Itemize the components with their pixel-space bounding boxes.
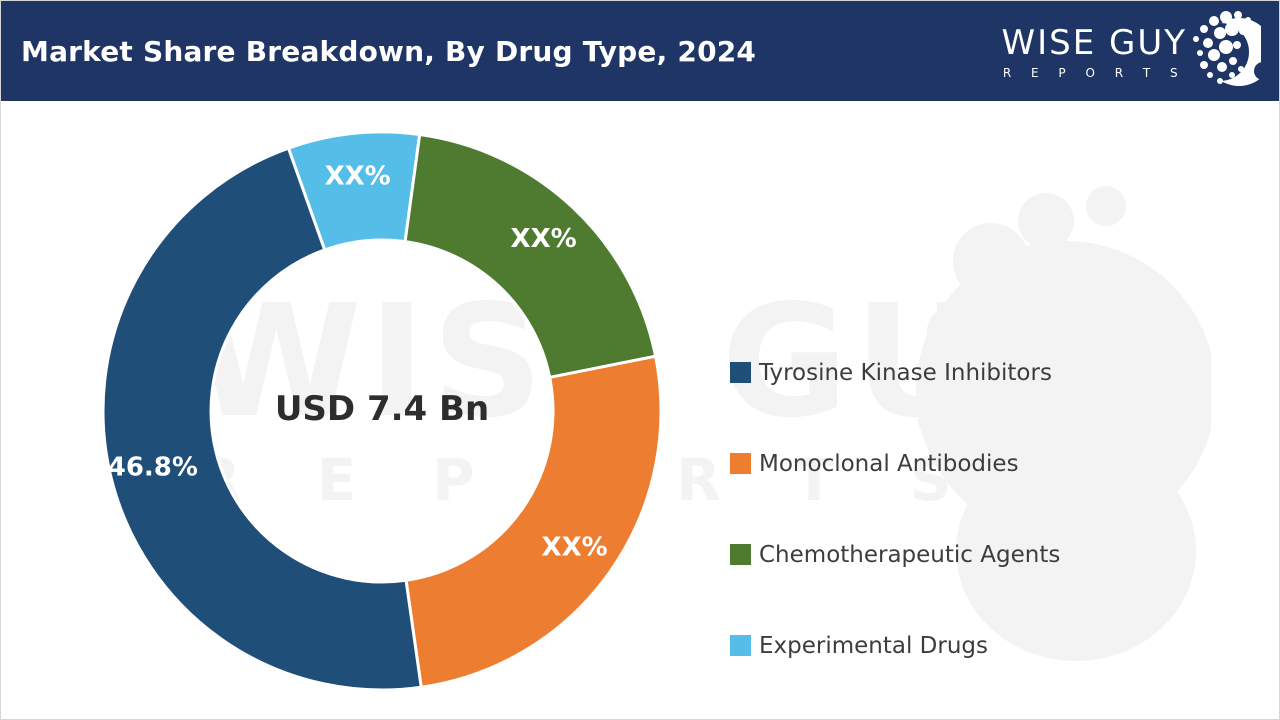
slice-tyrosine-kinase-inhibitors xyxy=(101,146,423,692)
slice-label-monoclonal-antibodies: XX% xyxy=(542,532,608,562)
watermark-face xyxy=(916,186,1211,661)
page-title: Market Share Breakdown, By Drug Type, 20… xyxy=(21,34,757,68)
legend-swatch xyxy=(730,453,751,474)
legend-label: Monoclonal Antibodies xyxy=(759,450,1019,477)
slice-label-tyrosine-kinase-inhibitors: 46.8% xyxy=(108,452,198,482)
slice-chemotherapeutic-agents xyxy=(403,133,658,379)
chart-center-value: USD 7.4 Bn xyxy=(274,389,490,429)
header-bar: Market Share Breakdown, By Drug Type, 20… xyxy=(1,1,1279,101)
legend-label: Experimental Drugs xyxy=(759,632,989,659)
donut-chart: XX% XX% XX% 46.8% xyxy=(101,130,663,692)
logo-title-text: WISE GUY xyxy=(1001,22,1187,63)
logo-subtitle-text: R E P O R T S xyxy=(1002,65,1186,80)
legend-label: Chemotherapeutic Agents xyxy=(759,541,1061,568)
legend-swatch xyxy=(730,362,751,383)
legend-item-experimental-drugs: Experimental Drugs xyxy=(730,632,1060,659)
legend-item-tyrosine-kinase-inhibitors: Tyrosine Kinase Inhibitors xyxy=(730,359,1060,386)
logo-wordmark: WISE GUY R E P O R T S xyxy=(1001,23,1187,80)
slice-label-chemotherapeutic-agents: XX% xyxy=(511,224,577,254)
slice-label-experimental-drugs: XX% xyxy=(325,161,391,191)
legend-item-chemotherapeutic-agents: Chemotherapeutic Agents xyxy=(730,541,1060,568)
slice-monoclonal-antibodies xyxy=(404,354,663,689)
legend-swatch xyxy=(730,544,751,565)
chart-legend: Tyrosine Kinase Inhibitors Monoclonal Ant… xyxy=(730,359,1060,719)
logo-face-icon xyxy=(1191,11,1261,86)
wise-guy-reports-logo: WISE GUY R E P O R T S xyxy=(1001,8,1261,94)
legend-label: Tyrosine Kinase Inhibitors xyxy=(759,359,1052,386)
legend-swatch xyxy=(730,635,751,656)
legend-item-monoclonal-antibodies: Monoclonal Antibodies xyxy=(730,450,1060,477)
